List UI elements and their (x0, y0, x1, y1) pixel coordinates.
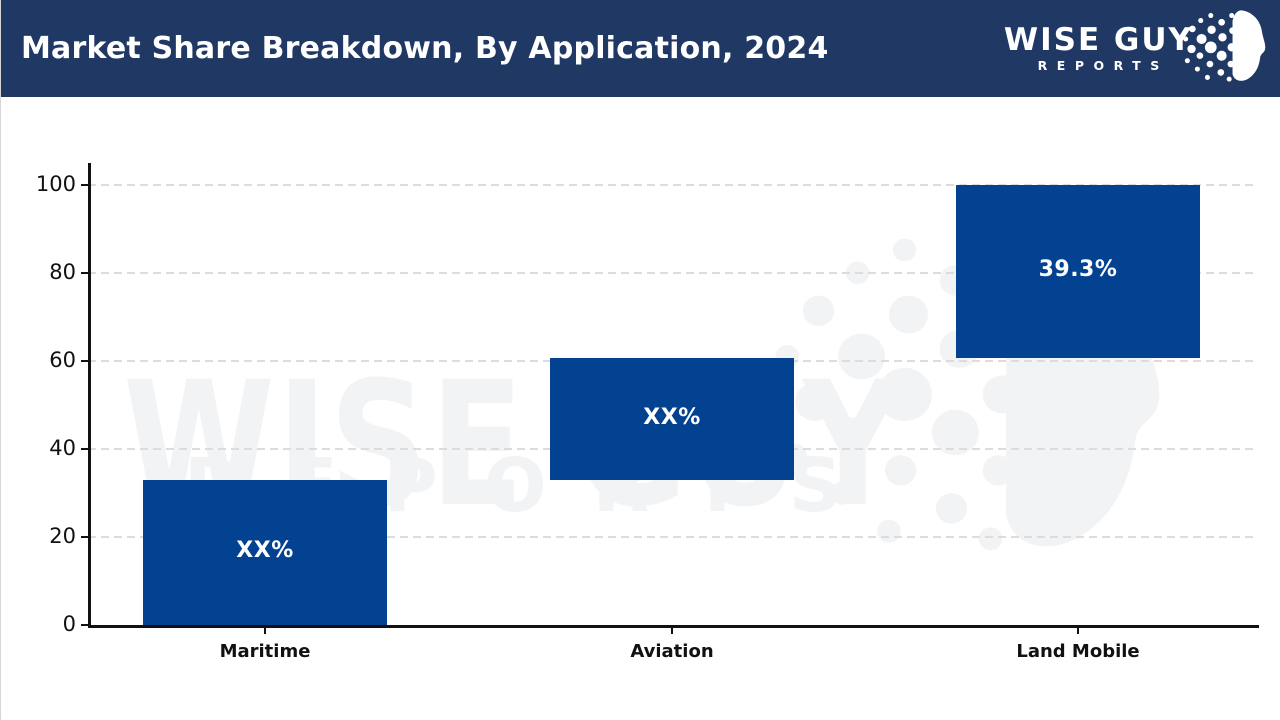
y-tick-label: 100 (35, 172, 76, 196)
y-gridline (88, 536, 1257, 538)
category-label-aviation: Aviation (630, 641, 714, 662)
brand-name: WISE GUY (1003, 21, 1193, 58)
x-tick-mark (264, 628, 266, 634)
brand-logo-text: WISE GUY REPORTS (1003, 21, 1193, 73)
y-tick-label: 80 (49, 260, 76, 284)
category-label-maritime: Maritime (219, 641, 311, 662)
y-gridline (88, 184, 1257, 186)
brand-logo: WISE GUY REPORTS (1004, 6, 1271, 92)
y-tick-label: 0 (62, 612, 76, 636)
header-bar: Market Share Breakdown, By Application, … (1, 0, 1280, 97)
brand-face-icon (1183, 9, 1266, 82)
brand-subtitle: REPORTS (1037, 57, 1169, 73)
bar-aviation (550, 357, 794, 480)
y-tick-mark (81, 448, 88, 450)
y-tick-mark (81, 624, 88, 626)
y-tick-label: 20 (49, 524, 76, 548)
x-tick-mark (671, 628, 673, 634)
y-tick-mark (81, 184, 88, 186)
y-tick-mark (81, 272, 88, 274)
y-axis-line (88, 163, 91, 628)
y-tick-label: 40 (49, 436, 76, 460)
page-title: Market Share Breakdown, By Application, … (21, 31, 829, 66)
bar-value-label: 39.3% (1038, 257, 1118, 283)
x-axis-line (88, 625, 1259, 628)
bar-maritime (143, 479, 387, 625)
y-tick-label: 60 (49, 348, 76, 372)
y-tick-mark (81, 536, 88, 538)
bar-land-mobile (956, 185, 1200, 358)
chart-area: WISE GUY REPORTS 0 20 40 60 80 100 XX% Maritime… (1, 97, 1280, 720)
bar-value-label: XX% (643, 404, 701, 430)
x-tick-mark (1077, 628, 1079, 634)
bar-value-label: XX% (236, 538, 294, 564)
category-label-land-mobile: Land Mobile (1016, 641, 1140, 662)
y-gridline (88, 272, 1257, 274)
y-tick-mark (81, 360, 88, 362)
